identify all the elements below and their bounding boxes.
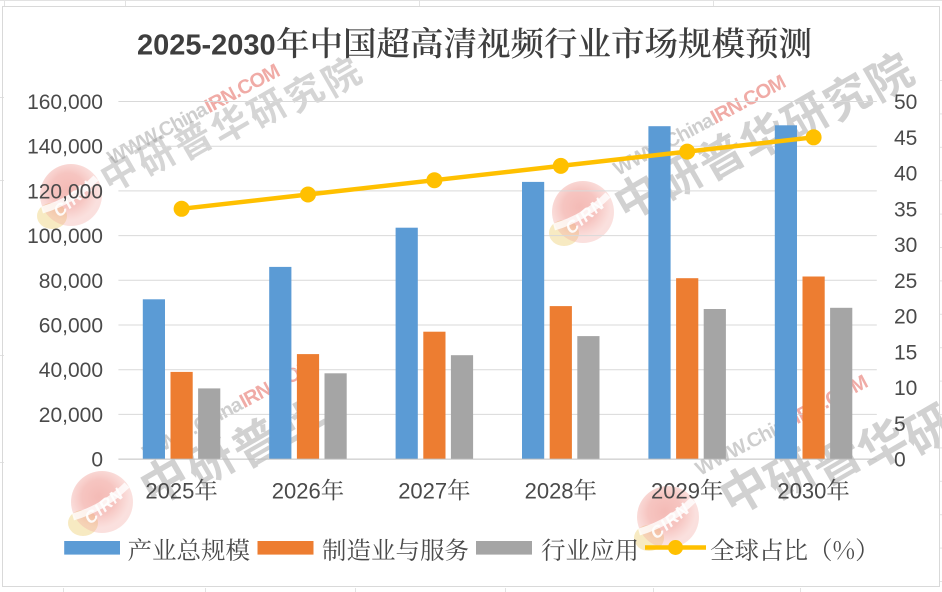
svg-text:2026: 2026 [272, 479, 321, 504]
svg-text:160,000: 160,000 [27, 91, 103, 114]
svg-text:100,000: 100,000 [27, 225, 103, 248]
svg-text:0: 0 [91, 449, 103, 472]
svg-text:0: 0 [894, 449, 906, 472]
svg-text:30: 30 [894, 234, 917, 257]
svg-text:40,000: 40,000 [39, 359, 103, 382]
svg-text:2025: 2025 [145, 479, 194, 504]
svg-text:50: 50 [894, 91, 917, 114]
svg-text:60,000: 60,000 [39, 315, 103, 338]
svg-text:35: 35 [894, 198, 917, 221]
svg-text:2027: 2027 [398, 479, 447, 504]
svg-text:20: 20 [894, 306, 917, 329]
svg-text:15: 15 [894, 341, 917, 364]
svg-text:25: 25 [894, 270, 917, 293]
svg-text:10: 10 [894, 377, 917, 400]
svg-text:2029: 2029 [651, 479, 700, 504]
svg-text:5: 5 [894, 413, 906, 436]
svg-text:40: 40 [894, 163, 917, 186]
svg-text:2030: 2030 [777, 479, 826, 504]
svg-text:45: 45 [894, 127, 917, 150]
svg-text:120,000: 120,000 [27, 180, 103, 203]
svg-text:140,000: 140,000 [27, 136, 103, 159]
svg-text:2025-2030: 2025-2030 [137, 30, 276, 62]
svg-text:20,000: 20,000 [39, 404, 103, 427]
svg-text:2028: 2028 [525, 479, 574, 504]
svg-text:80,000: 80,000 [39, 270, 103, 293]
